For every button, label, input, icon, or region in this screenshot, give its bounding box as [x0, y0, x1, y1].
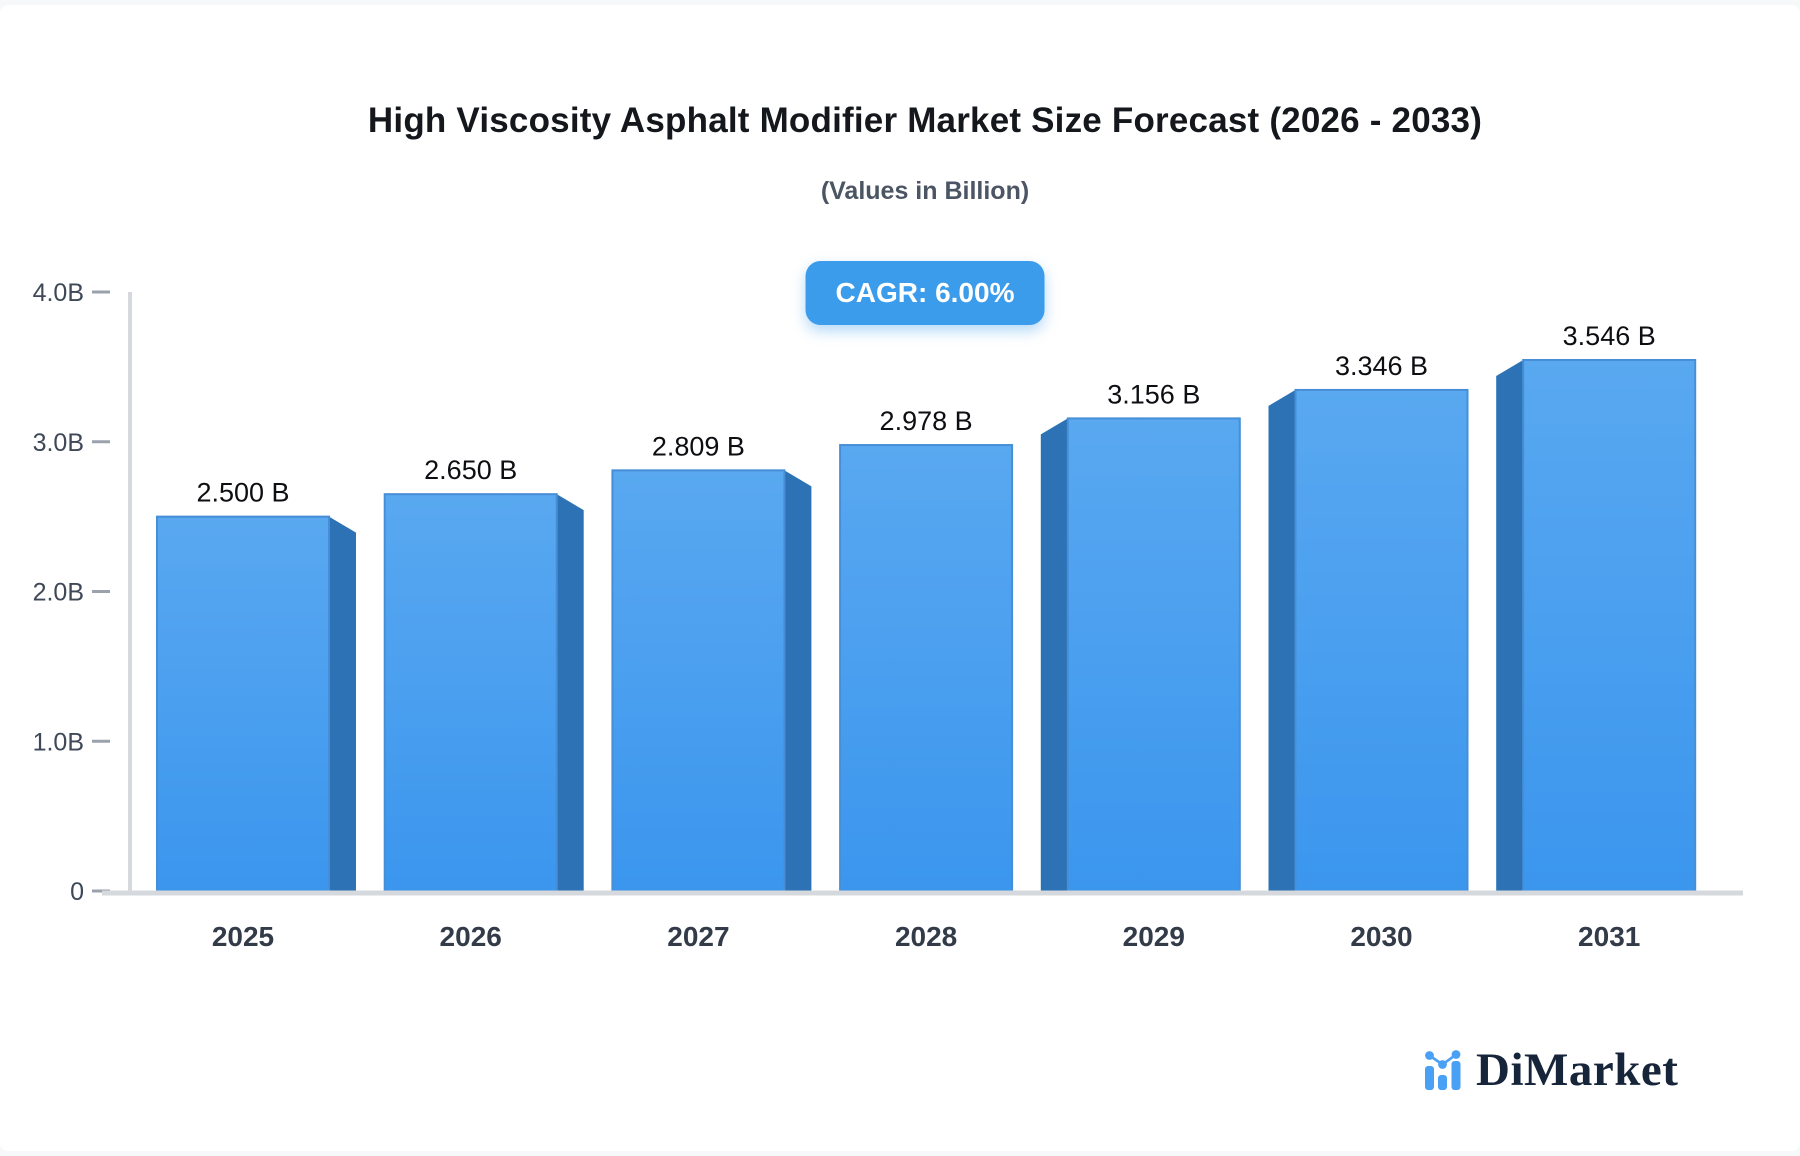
bar-value-label: 2.978 B: [880, 406, 973, 436]
bar-2025: 2.500 B 2025: [156, 478, 356, 952]
bar-front-face: [1522, 358, 1697, 892]
bar-2029: 3.156 B 2029: [1040, 379, 1241, 952]
bar-2027: 2.809 B 2027: [611, 431, 812, 952]
bar-value-label: 3.156 B: [1107, 379, 1200, 409]
x-category-label: 2025: [212, 921, 274, 952]
bar-side-face: [1496, 359, 1524, 891]
bar-front-face: [611, 469, 786, 892]
chart-card: High Viscosity Asphalt Modifier Market S…: [0, 5, 1800, 1151]
bar-2026: 2.650 B 2026: [383, 455, 584, 952]
bar-value-label: 3.546 B: [1563, 321, 1656, 351]
cagr-badge: CAGR: 6.00%: [805, 261, 1045, 325]
dimarket-logo: DiMarket: [1424, 1044, 1679, 1096]
bar-front-face: [383, 493, 558, 892]
x-category-label: 2030: [1350, 921, 1412, 952]
y-tick-label: 4.0B: [33, 279, 84, 307]
page-subtitle: (Values in Billion): [820, 177, 1030, 205]
x-category-label: 2029: [1123, 921, 1185, 952]
bar-value-label: 2.809 B: [652, 431, 745, 461]
bar-front-face: [1066, 417, 1241, 892]
x-category-label: 2028: [895, 921, 957, 952]
bar-side-face: [1268, 389, 1296, 891]
mini-bar-chart-icon: [1425, 1050, 1461, 1091]
y-tick-label: 1.0B: [33, 728, 84, 756]
bar-side-face: [556, 494, 584, 891]
bar-side-face: [784, 470, 812, 891]
bar-front-face: [839, 444, 1014, 892]
bar-value-label: 3.346 B: [1335, 351, 1428, 381]
page-title: High Viscosity Asphalt Modifier Market S…: [367, 101, 1483, 140]
bar-2030: 3.346 B 2030: [1268, 351, 1469, 952]
dimarket-logo-text: DiMarket: [1476, 1044, 1679, 1096]
bar-side-face: [1040, 418, 1068, 891]
bar-2031: 3.546 B 2031: [1496, 321, 1697, 952]
bar-side-face: [329, 516, 356, 891]
x-category-label: 2026: [440, 921, 502, 952]
bar-front-face: [1294, 388, 1469, 892]
y-tick-label: 2.0B: [33, 579, 84, 607]
x-category-label: 2027: [667, 921, 729, 952]
bar-2028: 2.978 B 2028: [839, 406, 1014, 952]
x-category-label: 2031: [1578, 921, 1640, 952]
y-tick-label: 0: [70, 878, 84, 906]
y-tick-label: 3.0B: [33, 429, 84, 457]
bar-value-label: 2.500 B: [196, 478, 289, 508]
bar-value-label: 2.650 B: [424, 455, 517, 485]
bar-front-face: [156, 515, 330, 892]
